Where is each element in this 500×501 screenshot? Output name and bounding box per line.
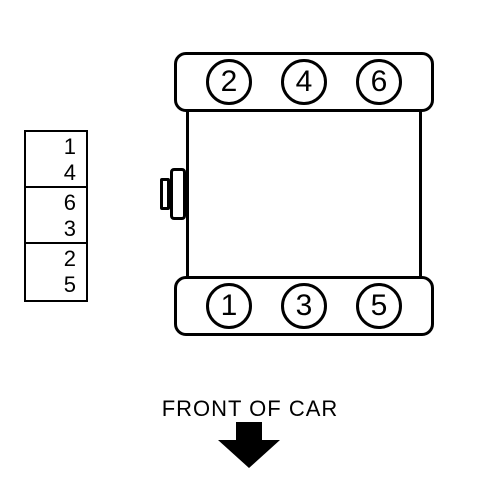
plug-number: 4 — [296, 65, 313, 99]
spark-plug-2: 2 — [206, 59, 252, 105]
firing-order-value: 4 — [26, 162, 76, 188]
firing-order-pair-1: 1 4 — [26, 132, 86, 188]
engine-block — [186, 88, 422, 298]
plug-number: 2 — [221, 65, 238, 99]
spark-plug-3: 3 — [281, 283, 327, 329]
spark-plug-1: 1 — [206, 283, 252, 329]
cylinder-bank-bottom: 1 3 5 — [174, 276, 434, 336]
cylinder-bank-top: 2 4 6 — [174, 52, 434, 112]
firing-order-value: 2 — [26, 248, 76, 274]
firing-order-value: 1 — [26, 136, 76, 162]
connector-bar-icon — [170, 168, 186, 220]
firing-order-value: 3 — [26, 218, 76, 244]
spark-plug-4: 4 — [281, 59, 327, 105]
firing-order-table: 1 4 6 3 2 5 — [24, 130, 88, 302]
front-of-car-arrow-icon — [218, 422, 280, 468]
plug-number: 5 — [371, 289, 388, 323]
front-of-car-label: FRONT OF CAR — [110, 396, 390, 422]
firing-order-pair-2: 6 3 — [26, 188, 86, 244]
spark-plug-5: 5 — [356, 283, 402, 329]
plug-number: 3 — [296, 289, 313, 323]
plug-number: 6 — [371, 65, 388, 99]
firing-order-pair-3: 2 5 — [26, 244, 86, 300]
spark-plug-6: 6 — [356, 59, 402, 105]
connector-head-icon — [160, 178, 170, 210]
firing-order-value: 6 — [26, 192, 76, 218]
diagram-canvas: 1 4 6 3 2 5 2 4 6 1 3 5 FRONT OF CAR — [0, 0, 500, 501]
firing-order-value: 5 — [26, 274, 76, 300]
plug-number: 1 — [221, 289, 238, 323]
